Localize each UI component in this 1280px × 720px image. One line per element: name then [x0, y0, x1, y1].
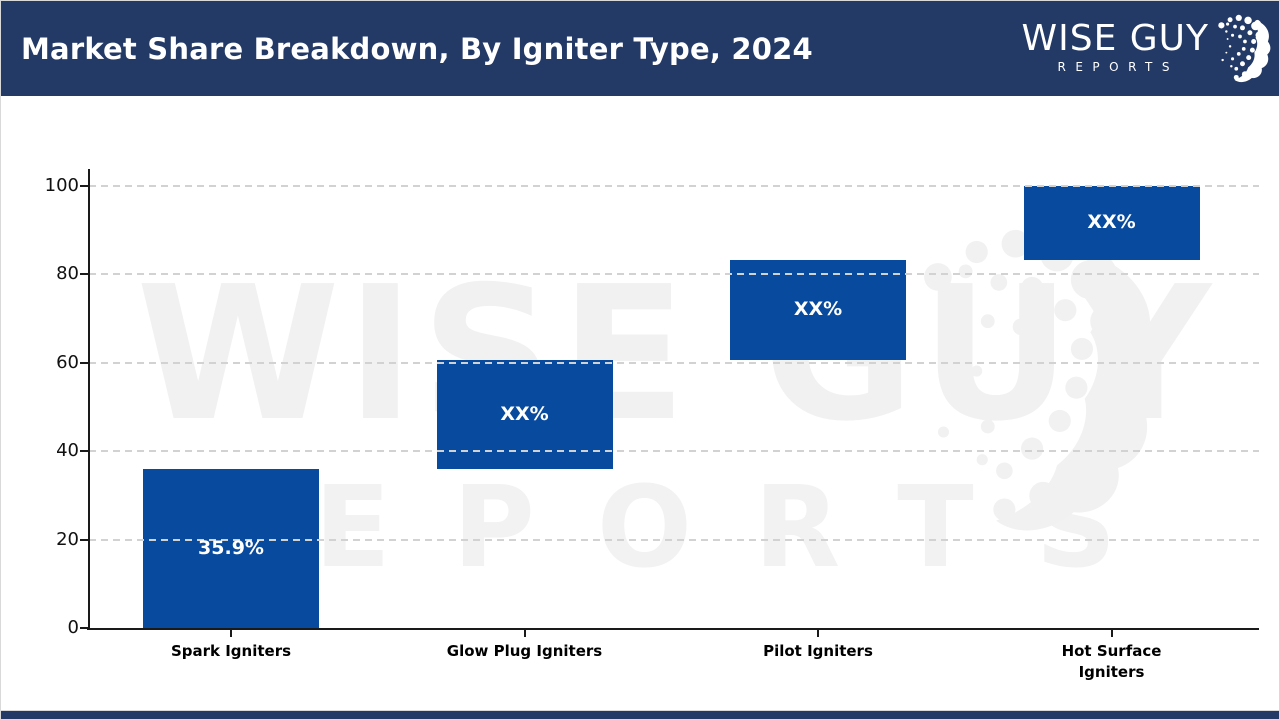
y-tick-label: 40	[56, 440, 79, 462]
x-axis-line	[87, 628, 1259, 630]
y-tick-mark	[80, 450, 88, 453]
bar-value-label: XX%	[500, 402, 549, 425]
x-category-label: Pilot Igniters	[763, 642, 873, 660]
x-category-label: Glow Plug Igniters	[446, 642, 603, 660]
footer-band	[1, 710, 1279, 719]
y-tick-label: 60	[56, 351, 79, 373]
x-tick-mark	[1110, 630, 1113, 637]
y-tick-mark	[80, 273, 88, 276]
gridline	[89, 185, 1259, 187]
x-tick-mark	[817, 630, 819, 637]
gridline	[89, 273, 1259, 276]
bar-pilot-igniters	[730, 260, 906, 360]
logo-wordmark: WISE GUY	[1021, 18, 1209, 59]
watermark-subtitle: REPORTS	[166, 463, 1179, 593]
wiseguy-logo: WISE GUY REPORTS	[1016, 7, 1271, 92]
gridline	[89, 538, 1259, 541]
y-tick-mark	[80, 361, 88, 364]
bar-spark-igniters	[143, 469, 319, 628]
bar-value-label: XX%	[1087, 211, 1136, 234]
x-category-label: Hot Surface Igniters	[1061, 642, 1162, 681]
bar-hot-surface-igniters	[1023, 186, 1200, 261]
y-tick-mark	[80, 627, 88, 629]
y-tick-mark	[80, 185, 88, 187]
wiseguy-head-icon	[1218, 14, 1271, 83]
y-tick-mark	[80, 538, 88, 541]
header-band: Market Share Breakdown, By Igniter Type,…	[1, 1, 1279, 96]
y-tick-label: 20	[56, 528, 79, 550]
chart-title: Market Share Breakdown, By Igniter Type,…	[21, 31, 813, 66]
y-tick-label: 0	[67, 617, 79, 638]
x-tick-mark	[230, 630, 232, 637]
gridline	[89, 361, 1259, 364]
x-category-label: Spark Igniters	[170, 642, 292, 660]
bar-value-label: XX%	[793, 297, 843, 320]
y-tick-label: 80	[56, 263, 79, 285]
gridline	[89, 450, 1259, 453]
wiseguy-logo-text: WISE GUY REPORTS	[1022, 19, 1210, 74]
bar-value-label: 35.9%	[198, 536, 264, 559]
y-axis-line	[88, 169, 90, 630]
y-tick-label: 100	[44, 175, 79, 196]
logo-subtitle: REPORTS	[1057, 59, 1179, 74]
x-tick-mark	[523, 630, 526, 637]
